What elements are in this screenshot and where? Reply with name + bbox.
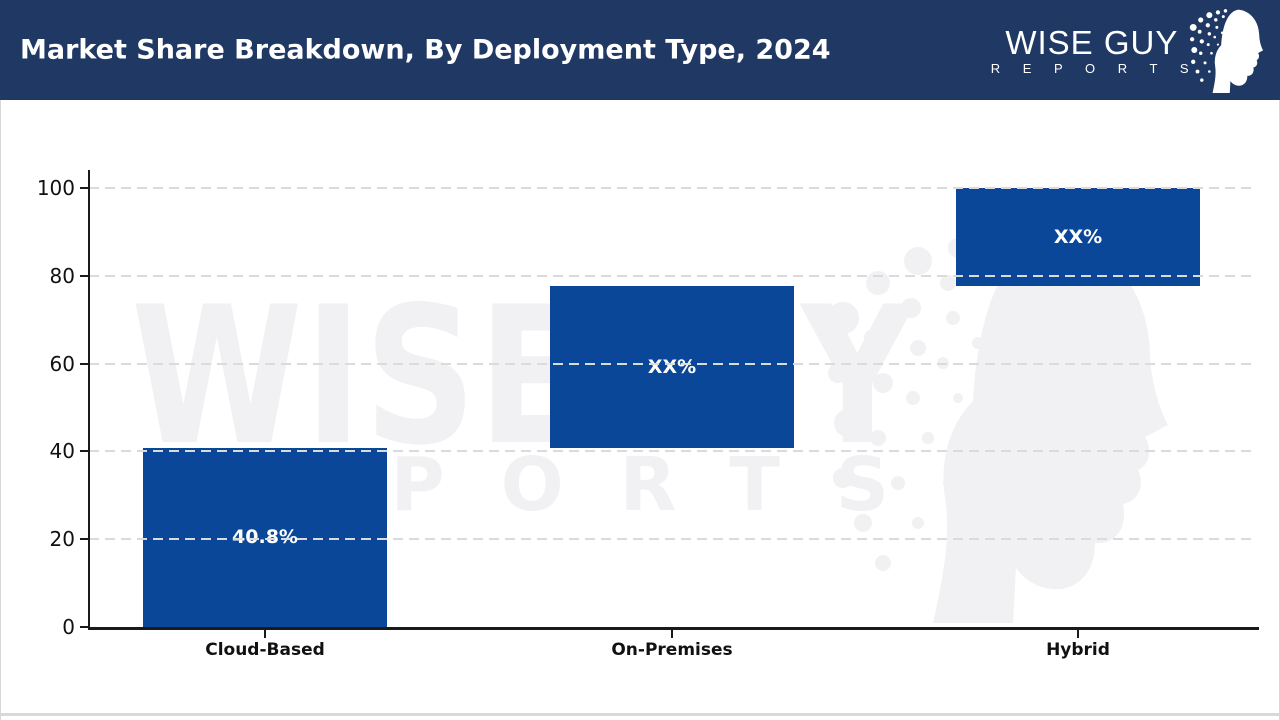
logo-wordmark: WISE GUY xyxy=(1005,23,1179,61)
y-axis-tick-label: 80 xyxy=(49,263,75,288)
bar-segment: XX% xyxy=(550,286,794,448)
wise-guy-reports-logo: WISE GUY R E P O R T S xyxy=(986,6,1264,94)
y-axis-tick xyxy=(80,362,88,365)
gridline xyxy=(89,362,1255,365)
gridline xyxy=(89,450,1255,453)
logo-subtitle: R E P O R T S xyxy=(990,60,1198,76)
x-axis-category-label: Hybrid xyxy=(1046,640,1110,660)
bar-value-label: XX% xyxy=(647,356,697,379)
y-axis-line xyxy=(88,170,90,629)
gridline xyxy=(89,274,1255,277)
chart-canvas: WISE G Y REPORTS 02040608010040.8%Cloud-… xyxy=(0,100,1280,720)
x-axis-category-label: On-Premises xyxy=(611,640,733,660)
header-bar: Market Share Breakdown, By Deployment Ty… xyxy=(0,0,1280,100)
y-axis-tick-label: 60 xyxy=(49,351,75,376)
chart-title: Market Share Breakdown, By Deployment Ty… xyxy=(20,34,831,66)
y-axis-tick-label: 20 xyxy=(49,527,75,552)
logo-text: WISE GUY R E P O R T S xyxy=(986,26,1198,75)
waterfall-plot: 0 20 40 60 80 100 40.8% Cloud-Based XX% On-Premis… xyxy=(1,100,1280,720)
x-axis-tick xyxy=(1077,629,1079,638)
bottom-divider xyxy=(1,713,1280,716)
bar-value-label: XX% xyxy=(1053,226,1103,249)
x-axis-tick xyxy=(264,629,266,638)
bar-segment: 40.8% xyxy=(143,447,387,627)
gridline xyxy=(89,187,1255,189)
y-axis-tick xyxy=(80,274,88,277)
bar-segment: XX% xyxy=(956,188,1200,287)
x-axis-category-label: Cloud-Based xyxy=(205,640,325,660)
y-axis-tick xyxy=(80,538,88,541)
x-axis-line xyxy=(88,627,1259,630)
y-axis-tick xyxy=(80,626,88,628)
y-axis-tick xyxy=(80,450,88,453)
gridline xyxy=(89,538,1255,541)
x-axis-tick xyxy=(671,629,673,638)
bar-value-label: 40.8% xyxy=(232,526,298,548)
y-axis-tick-label: 100 xyxy=(36,176,75,200)
y-axis-tick xyxy=(80,187,88,189)
y-axis-tick-label: 0 xyxy=(62,615,75,639)
dotted-face-logo-icon xyxy=(1189,9,1264,93)
y-axis-tick-label: 40 xyxy=(49,439,75,464)
